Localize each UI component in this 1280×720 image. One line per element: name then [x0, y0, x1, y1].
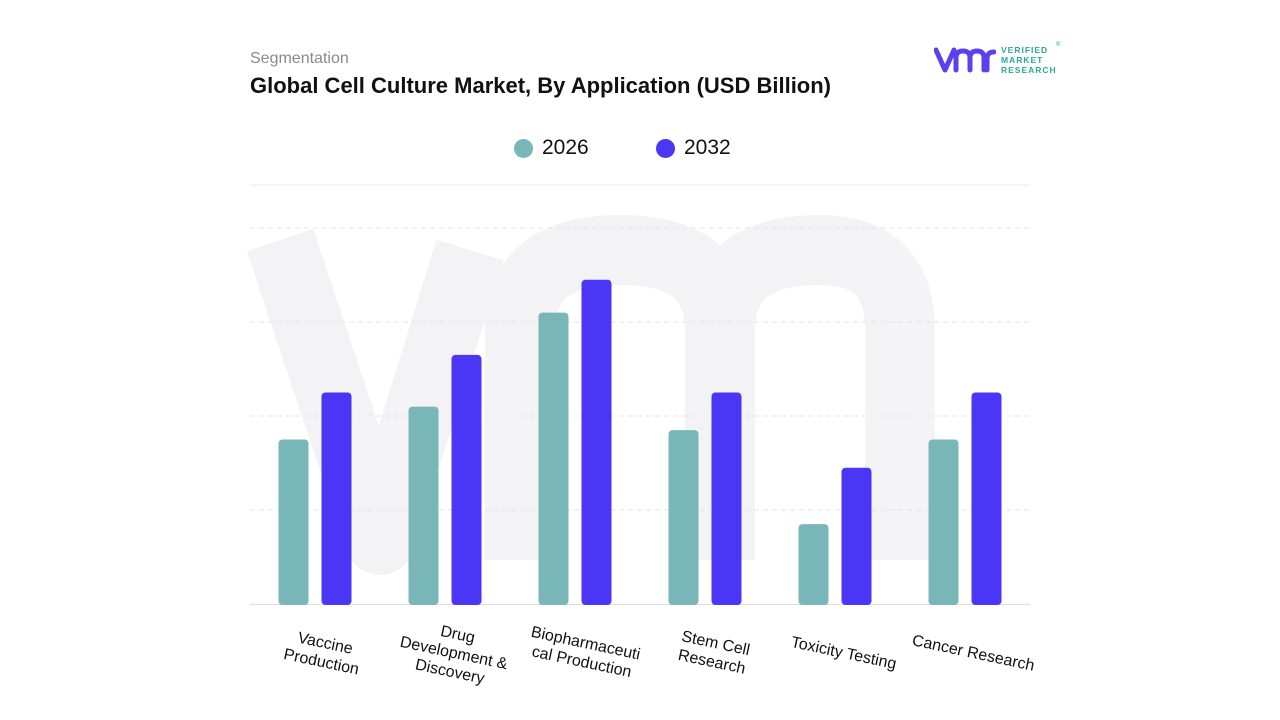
chart-legend: 2026 2032 — [0, 134, 1280, 164]
legend-swatch-2026 — [514, 138, 533, 158]
bar-2026-2 — [538, 312, 569, 605]
bar-2032-5 — [971, 392, 1002, 605]
logo-line-3: RESEARCH — [1001, 65, 1057, 75]
legend-label-2026: 2026 — [542, 136, 589, 159]
vmr-logo: VERIFIED MARKET RESEARCH ® — [934, 42, 1064, 76]
bar-2032-1 — [451, 354, 482, 605]
watermark-stroke-v — [246, 228, 504, 575]
bar-2026-3 — [668, 430, 699, 605]
logo-line-1: VERIFIED — [1001, 45, 1049, 55]
vmr-logo-mark-icon — [934, 47, 996, 73]
legend-swatch-2032 — [656, 138, 675, 158]
bar-2026-1 — [408, 406, 439, 605]
bar-2032-0 — [321, 392, 352, 605]
watermark-stroke-m1 — [485, 214, 755, 560]
logo-line-2: MARKET — [1001, 55, 1044, 65]
legend-item-2026: 2026 — [514, 134, 589, 162]
watermark-stroke-m2 — [685, 214, 935, 560]
bar-2032-4 — [841, 467, 872, 605]
vmr-logo-text: VERIFIED MARKET RESEARCH — [1001, 45, 1057, 75]
watermark-logo-icon — [246, 214, 935, 575]
bar-2026-4 — [798, 524, 829, 605]
registered-mark: ® — [1056, 42, 1061, 48]
bar-2026-0 — [278, 439, 309, 605]
bar-2026-5 — [928, 439, 959, 605]
chart-title: Global Cell Culture Market, By Applicati… — [250, 73, 832, 98]
chart-eyebrow: Segmentation — [250, 50, 349, 67]
legend-label-2032: 2032 — [684, 136, 731, 159]
bar-2032-2 — [581, 279, 612, 605]
bar-2032-3 — [711, 392, 742, 605]
legend-item-2032: 2032 — [656, 134, 731, 162]
